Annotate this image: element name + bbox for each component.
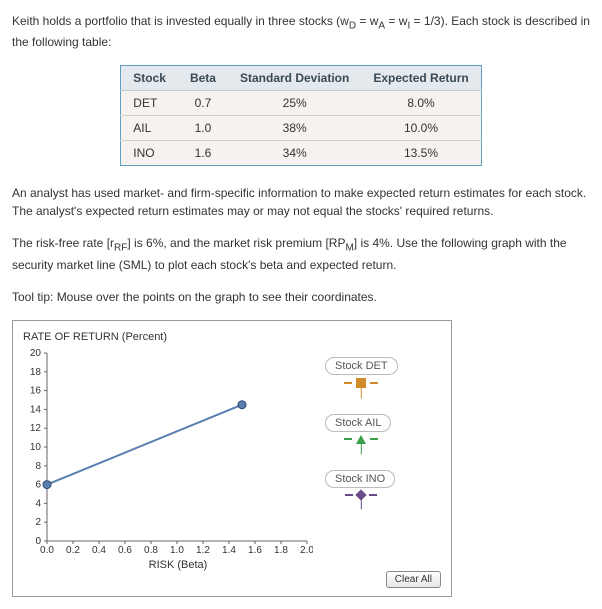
table-row: AIL1.038%10.0% bbox=[121, 116, 481, 141]
legend-label: Stock INO bbox=[325, 470, 395, 488]
stocks-table: Stock Beta Standard Deviation Expected R… bbox=[120, 65, 481, 166]
table-row: DET0.725%8.0% bbox=[121, 91, 481, 116]
legend-label: Stock DET bbox=[325, 357, 398, 375]
plot-area[interactable]: 024681012141618200.00.20.40.60.81.01.21.… bbox=[23, 347, 313, 557]
sml-graph: RATE OF RETURN (Percent) 024681012141618… bbox=[12, 320, 452, 597]
svg-text:18: 18 bbox=[30, 367, 42, 378]
intro-paragraph: Keith holds a portfolio that is invested… bbox=[12, 12, 590, 51]
svg-text:0.6: 0.6 bbox=[118, 545, 132, 556]
svg-text:8: 8 bbox=[35, 461, 41, 472]
legend-item[interactable]: Stock DET| bbox=[325, 357, 398, 396]
col-stddev: Standard Deviation bbox=[228, 66, 361, 91]
svg-text:1.2: 1.2 bbox=[196, 545, 210, 556]
rates-paragraph: The risk-free rate [rRF] is 6%, and the … bbox=[12, 234, 590, 273]
legend-swatch bbox=[325, 491, 398, 499]
svg-text:0.0: 0.0 bbox=[40, 545, 54, 556]
legend-label: Stock AIL bbox=[325, 414, 391, 432]
tooltip-paragraph: Tool tip: Mouse over the points on the g… bbox=[12, 288, 590, 306]
svg-text:0.4: 0.4 bbox=[92, 545, 106, 556]
legend-item[interactable]: Stock INO| bbox=[325, 470, 398, 507]
y-axis-title: RATE OF RETURN (Percent) bbox=[23, 331, 441, 343]
col-beta: Beta bbox=[178, 66, 228, 91]
svg-text:0.8: 0.8 bbox=[144, 545, 158, 556]
svg-text:6: 6 bbox=[35, 479, 41, 490]
analyst-paragraph: An analyst has used market- and firm-spe… bbox=[12, 184, 590, 220]
svg-text:0.2: 0.2 bbox=[66, 545, 80, 556]
legend: Stock DET| Stock AIL| Stock INO| bbox=[325, 357, 398, 525]
svg-text:2.0: 2.0 bbox=[300, 545, 313, 556]
svg-text:1.8: 1.8 bbox=[274, 545, 288, 556]
col-stock: Stock bbox=[121, 66, 178, 91]
svg-text:14: 14 bbox=[30, 404, 42, 415]
svg-text:1.0: 1.0 bbox=[170, 545, 184, 556]
svg-text:4: 4 bbox=[35, 498, 41, 509]
svg-text:1.6: 1.6 bbox=[248, 545, 262, 556]
clear-all-button[interactable]: Clear All bbox=[386, 571, 441, 588]
svg-text:16: 16 bbox=[30, 385, 42, 396]
x-axis-title: RISK (Beta) bbox=[43, 559, 313, 571]
svg-text:20: 20 bbox=[30, 348, 42, 359]
col-expret: Expected Return bbox=[361, 66, 481, 91]
svg-text:12: 12 bbox=[30, 423, 42, 434]
svg-text:10: 10 bbox=[30, 442, 42, 453]
svg-text:1.4: 1.4 bbox=[222, 545, 236, 556]
svg-text:2: 2 bbox=[35, 517, 41, 528]
legend-item[interactable]: Stock AIL| bbox=[325, 414, 398, 452]
table-row: INO1.634%13.5% bbox=[121, 141, 481, 166]
